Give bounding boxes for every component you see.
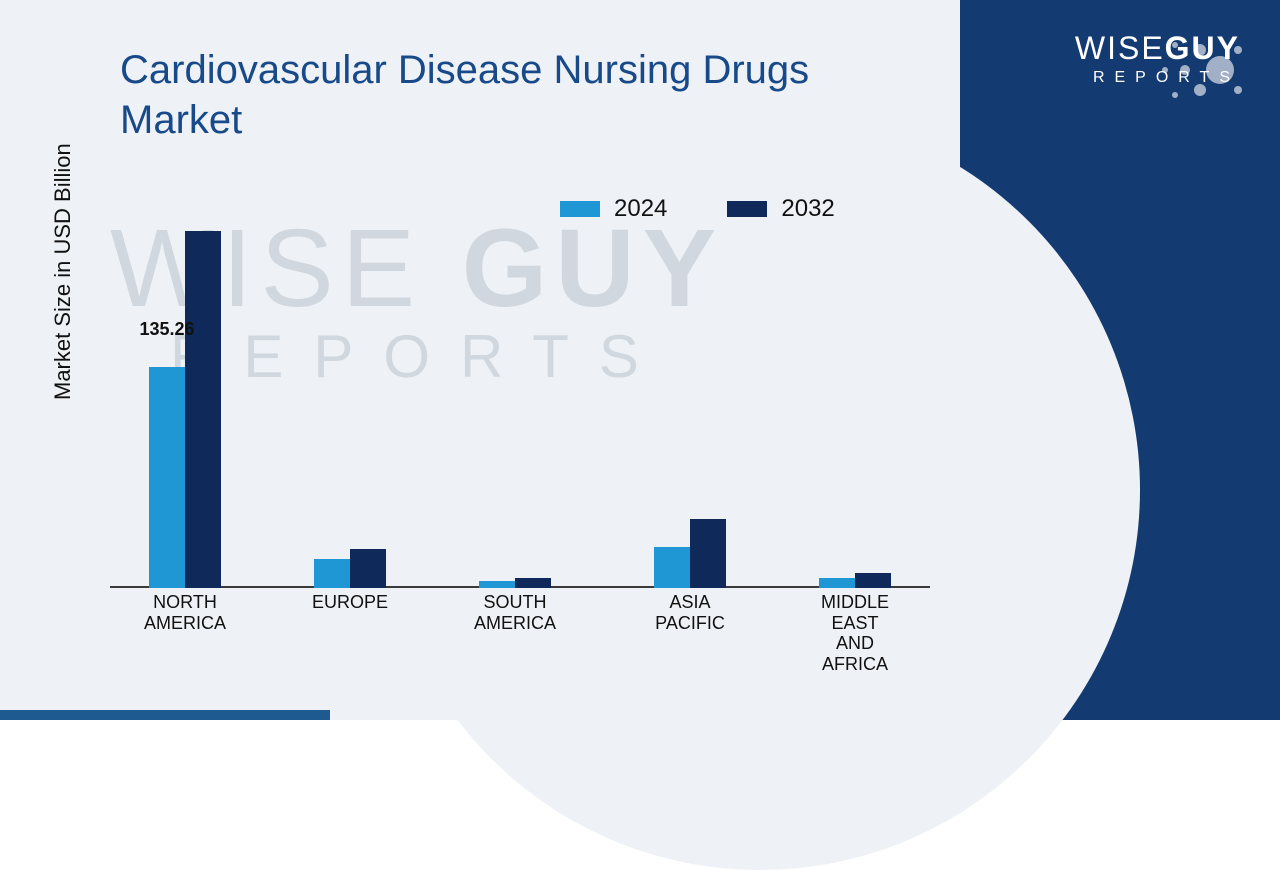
bar xyxy=(654,547,690,588)
chart-title: Cardiovascular Disease Nursing Drugs Mar… xyxy=(120,45,820,145)
bar xyxy=(314,559,350,588)
bar-group xyxy=(654,519,726,588)
x-tick-label: EUROPE xyxy=(312,592,388,613)
legend-item: 2024 xyxy=(560,195,667,223)
x-tick-label: NORTH AMERICA xyxy=(144,592,226,633)
x-tick-label: ASIA PACIFIC xyxy=(655,592,725,633)
bar xyxy=(690,519,726,588)
x-tick-label: SOUTH AMERICA xyxy=(474,592,556,633)
bar-group xyxy=(819,573,891,588)
bar xyxy=(515,578,551,588)
legend-swatch xyxy=(727,201,767,217)
bar xyxy=(479,581,515,588)
page: WISEGUY REPORTS WISE GUY REPORTS Cardiov… xyxy=(0,0,1280,720)
bar-group xyxy=(314,549,386,588)
bar-group xyxy=(149,231,221,588)
legend: 2024 2032 xyxy=(560,195,835,223)
brand-logo: WISEGUY REPORTS xyxy=(1075,30,1240,87)
legend-label: 2032 xyxy=(781,195,834,223)
y-axis-label: Market Size in USD Billion xyxy=(50,143,76,400)
bar xyxy=(819,578,855,588)
bar-group xyxy=(479,578,551,588)
bar xyxy=(185,231,221,588)
data-label: 135.26 xyxy=(139,319,194,340)
plot-area: 135.26 xyxy=(110,228,930,588)
bar xyxy=(149,367,185,588)
logo-dots-icon xyxy=(1130,25,1250,115)
footer-bar xyxy=(0,710,330,720)
legend-swatch xyxy=(560,201,600,217)
legend-label: 2024 xyxy=(614,195,667,223)
bar xyxy=(855,573,891,588)
x-tick-label: MIDDLE EAST AND AFRICA xyxy=(821,592,889,675)
legend-item: 2032 xyxy=(727,195,834,223)
bar xyxy=(350,549,386,588)
